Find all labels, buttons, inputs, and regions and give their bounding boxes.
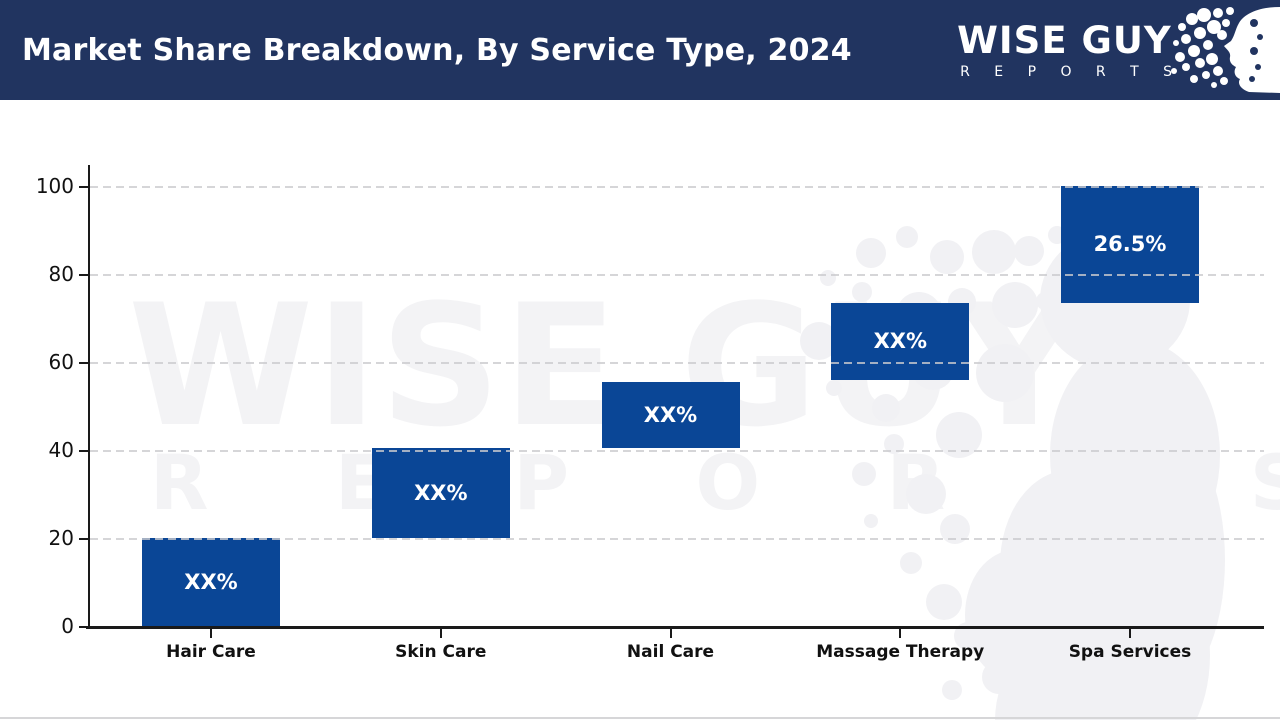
y-axis-line [88, 165, 90, 628]
x-axis-line [86, 626, 1264, 629]
header-banner: Market Share Breakdown, By Service Type,… [0, 0, 1280, 100]
y-tick-mark [79, 362, 88, 364]
watermark-dot [896, 226, 918, 248]
bar-value-label: 26.5% [1093, 232, 1167, 257]
x-tick-label: Massage Therapy [816, 642, 985, 662]
x-tick-mark [669, 629, 672, 638]
watermark-dot [976, 344, 1034, 402]
wiseguy-logo: WISE GUY R E P O R T S [957, 4, 1280, 96]
watermark-dot [826, 380, 842, 396]
bar-value-label: XX% [414, 480, 468, 505]
logo-wordmark: WISE GUY [957, 18, 1172, 62]
watermark-dot [1014, 236, 1044, 266]
gridline [90, 186, 1264, 188]
logo-subtitle: R E P O R T S [960, 63, 1182, 80]
x-tick-label: Nail Care [626, 642, 715, 662]
y-tick-label: 100 [35, 174, 74, 198]
x-tick-label: Hair Care [166, 642, 256, 662]
x-tick-mark [899, 629, 902, 638]
watermark-dot [884, 434, 904, 454]
bar: XX% [601, 381, 740, 448]
bar-value-label: XX% [873, 329, 928, 354]
y-tick-label: 0 [61, 614, 74, 638]
x-tick-mark [210, 629, 212, 638]
watermark-dot [930, 240, 964, 274]
x-tick-mark [439, 629, 442, 638]
bar-value-label: XX% [184, 570, 238, 594]
y-tick-label: 40 [48, 438, 74, 462]
head-profile-dots-icon [1171, 7, 1280, 93]
watermark-dot [942, 680, 962, 700]
y-tick-mark [79, 450, 88, 452]
watermark-dot [1105, 430, 1225, 690]
wiseguy-logo-text: WISE GUY R E P O R T S [957, 18, 1182, 80]
x-tick-label: Skin Care [395, 642, 487, 662]
bar-value-label: XX% [643, 402, 698, 427]
gridline [90, 450, 1264, 452]
bar: XX% [371, 447, 510, 538]
watermark-dot [820, 270, 836, 286]
bar: 26.5% [1061, 186, 1199, 303]
y-tick-label: 60 [48, 350, 74, 374]
y-tick-label: 20 [48, 526, 74, 550]
bar: XX% [142, 538, 280, 626]
y-tick-mark [79, 274, 88, 276]
watermark-dot [852, 462, 876, 486]
watermark-dot [864, 514, 878, 528]
gridline [90, 538, 1264, 540]
watermark-dot [926, 584, 962, 620]
y-tick-mark [79, 538, 88, 540]
watermark-dot [972, 230, 1016, 274]
watermark-dot [906, 474, 946, 514]
watermark-dot [900, 552, 922, 574]
watermark-dot [852, 282, 872, 302]
gridline [90, 274, 1264, 276]
y-tick-mark [79, 626, 88, 628]
chart-area: WISE GUY R E P O R T S 0 20 40 60 80 100 XX% Ha… [0, 100, 1280, 720]
gridline [90, 362, 1264, 364]
watermark-dot [856, 238, 886, 268]
watermark-dot [992, 282, 1038, 328]
page-title: Market Share Breakdown, By Service Type,… [22, 32, 852, 68]
watermark-dot [872, 394, 900, 422]
y-tick-mark [79, 186, 88, 188]
x-tick-label: Spa Services [1068, 642, 1192, 662]
bar: XX% [831, 302, 970, 380]
y-tick-label: 80 [48, 262, 74, 286]
footer-divider [0, 717, 1280, 719]
x-tick-mark [1129, 629, 1131, 638]
